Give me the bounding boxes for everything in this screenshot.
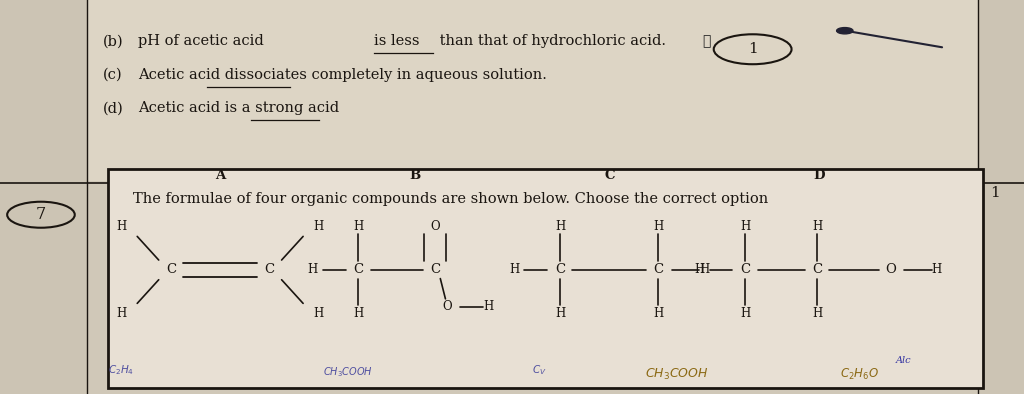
- Text: C: C: [430, 264, 440, 276]
- Text: C: C: [166, 264, 176, 276]
- Text: 7: 7: [36, 206, 46, 223]
- Text: (d): (d): [102, 101, 123, 115]
- Text: O: O: [886, 264, 896, 276]
- Text: H: H: [353, 307, 364, 320]
- Text: O: O: [430, 220, 440, 233]
- Text: 1: 1: [748, 42, 758, 56]
- Text: D: D: [813, 169, 825, 182]
- Text: C: C: [653, 264, 664, 276]
- Text: $CH_3COOH$: $CH_3COOH$: [645, 367, 709, 382]
- Text: H: H: [509, 264, 519, 276]
- Text: A: A: [215, 169, 225, 182]
- Text: ✓: ✓: [702, 34, 711, 48]
- Text: H: H: [555, 307, 565, 320]
- Text: (b): (b): [102, 34, 123, 48]
- Text: C: C: [353, 264, 364, 276]
- Text: H: H: [117, 307, 127, 320]
- Text: B: B: [410, 169, 420, 182]
- Text: C: C: [812, 264, 822, 276]
- Text: H: H: [313, 307, 324, 320]
- Text: H: H: [812, 220, 822, 233]
- Text: H: H: [932, 264, 942, 276]
- Text: 1: 1: [990, 186, 1000, 200]
- Text: H: H: [555, 220, 565, 233]
- Text: $C_V$: $C_V$: [532, 364, 547, 377]
- Text: H: H: [653, 307, 664, 320]
- Text: H: H: [740, 220, 751, 233]
- Text: C: C: [604, 169, 614, 182]
- Text: Acetic acid dissociates completely in aqueous solution.: Acetic acid dissociates completely in aq…: [138, 68, 547, 82]
- Text: H: H: [307, 264, 317, 276]
- Text: H: H: [483, 300, 494, 313]
- Text: H: H: [353, 220, 364, 233]
- Text: H: H: [740, 307, 751, 320]
- Text: $CH_3COOH$: $CH_3COOH$: [323, 365, 373, 379]
- Text: H: H: [313, 220, 324, 233]
- Bar: [0, 0, 87, 394]
- Bar: [0, 0, 1024, 181]
- Bar: [978, 0, 1024, 394]
- Text: H: H: [699, 264, 710, 276]
- Text: than that of hydrochloric acid.: than that of hydrochloric acid.: [435, 34, 667, 48]
- Bar: [108, 169, 983, 388]
- Text: The formulae of four organic compounds are shown below. Choose the correct optio: The formulae of four organic compounds a…: [133, 192, 768, 206]
- Text: Alc: Alc: [896, 356, 911, 365]
- Text: H: H: [694, 264, 705, 276]
- Text: H: H: [653, 220, 664, 233]
- Text: $C_2H_6O$: $C_2H_6O$: [840, 367, 879, 382]
- Text: is less: is less: [374, 34, 419, 48]
- Text: (c): (c): [102, 68, 122, 82]
- Text: C: C: [740, 264, 751, 276]
- Text: O: O: [442, 300, 453, 313]
- Text: H: H: [812, 307, 822, 320]
- Bar: [0, 181, 1024, 394]
- Circle shape: [837, 28, 853, 34]
- Text: C: C: [264, 264, 274, 276]
- Text: pH of acetic acid: pH of acetic acid: [138, 34, 268, 48]
- Text: $C_2H_4$: $C_2H_4$: [108, 364, 134, 377]
- Text: Acetic acid is a strong acid: Acetic acid is a strong acid: [138, 101, 339, 115]
- Text: H: H: [117, 220, 127, 233]
- Text: C: C: [555, 264, 565, 276]
